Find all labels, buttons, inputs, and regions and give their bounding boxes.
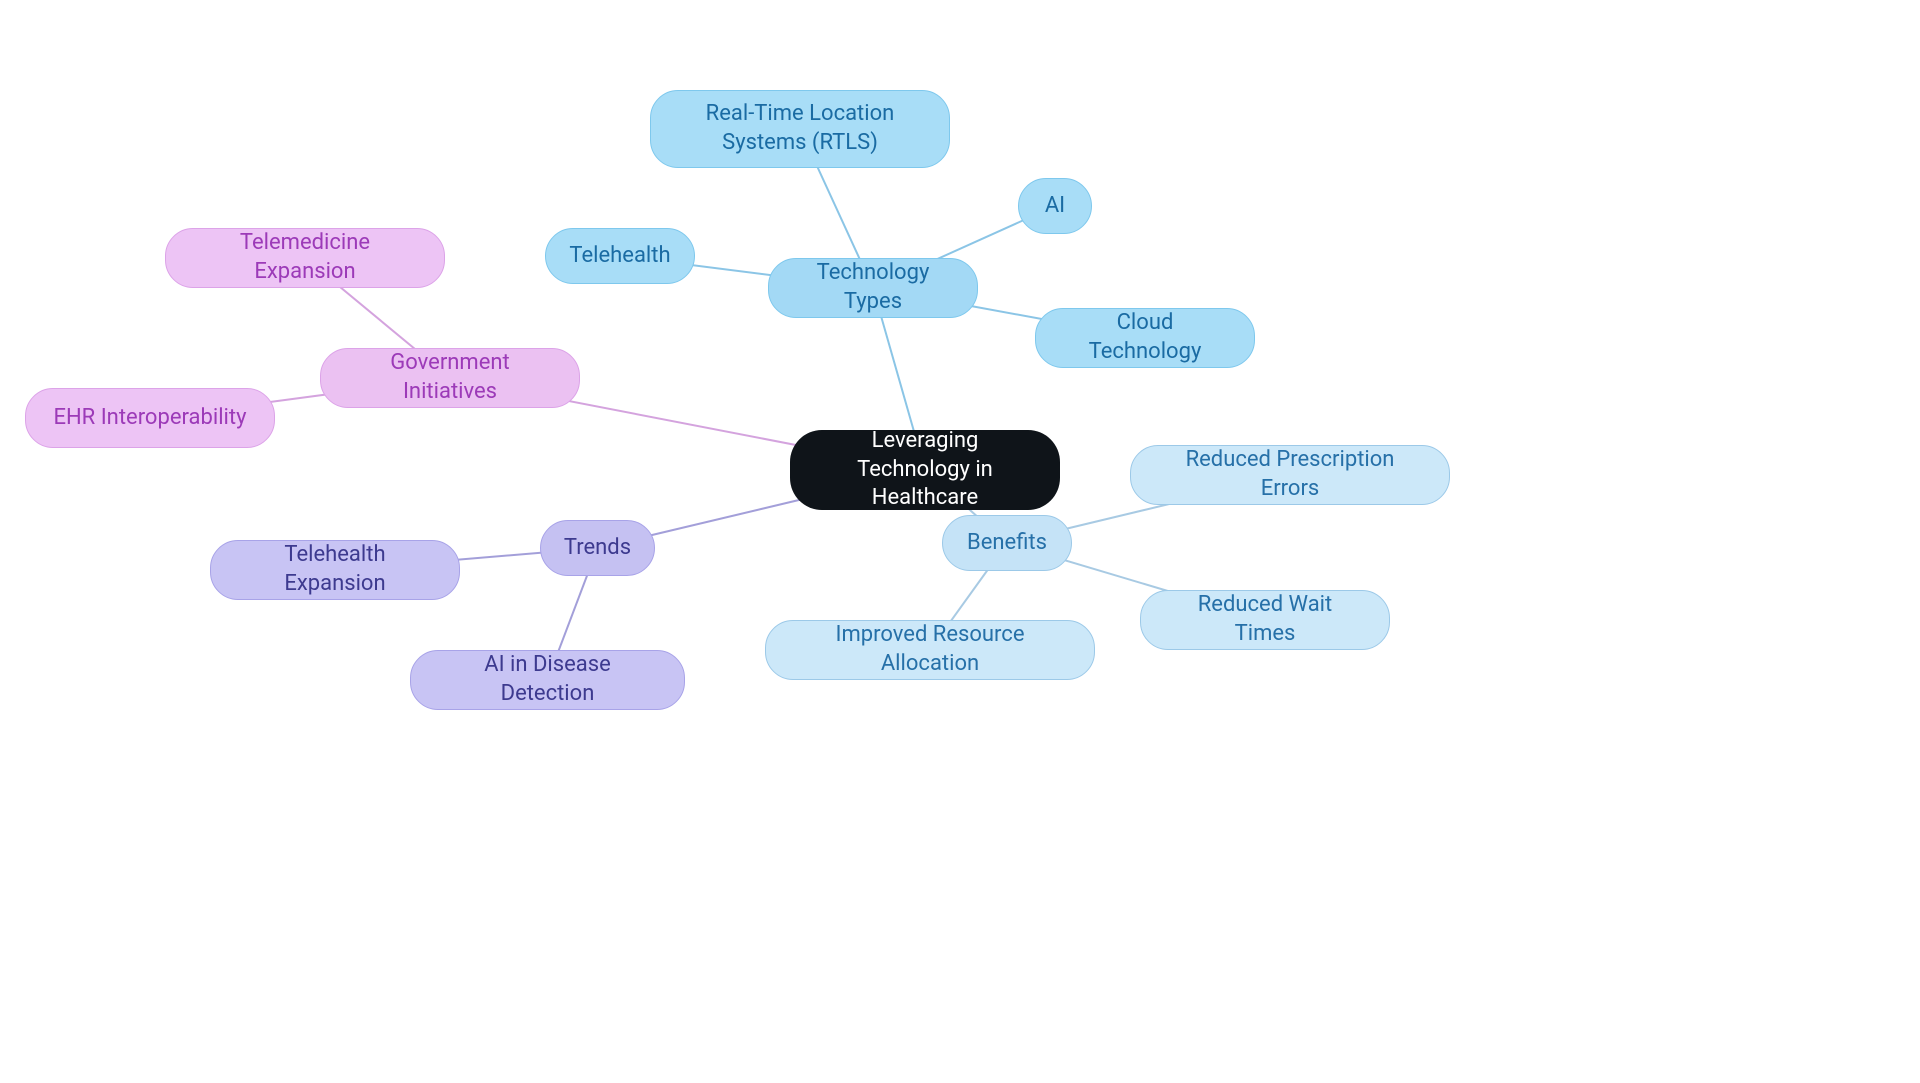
node-telehealth-exp: Telehealth Expansion <box>210 540 460 600</box>
center-node: Leveraging Technology in Healthcare <box>790 430 1060 510</box>
node-rtls: Real-Time Location Systems (RTLS) <box>650 90 950 168</box>
branch-tech-types: Technology Types <box>768 258 978 318</box>
node-ehr: EHR Interoperability <box>25 388 275 448</box>
node-cloud: Cloud Technology <box>1035 308 1255 368</box>
node-ai-disease: AI in Disease Detection <box>410 650 685 710</box>
branch-benefits: Benefits <box>942 515 1072 571</box>
node-telemedicine: Telemedicine Expansion <box>165 228 445 288</box>
branch-trends: Trends <box>540 520 655 576</box>
node-telehealth: Telehealth <box>545 228 695 284</box>
node-ai: AI <box>1018 178 1092 234</box>
node-wait-times: Reduced Wait Times <box>1140 590 1390 650</box>
node-resource: Improved Resource Allocation <box>765 620 1095 680</box>
node-rx-errors: Reduced Prescription Errors <box>1130 445 1450 505</box>
branch-gov: Government Initiatives <box>320 348 580 408</box>
